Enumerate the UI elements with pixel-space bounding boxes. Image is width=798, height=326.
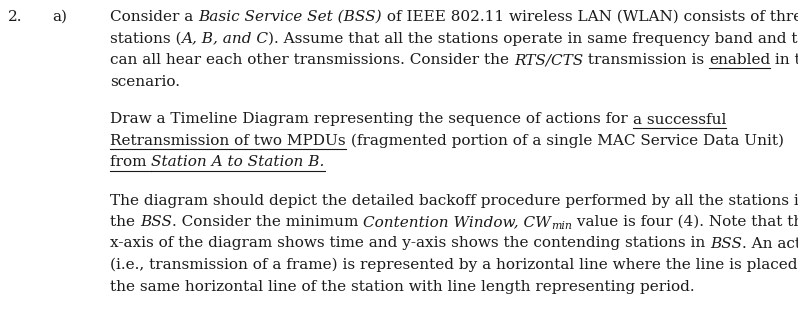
Text: value is four (4). Note that the: value is four (4). Note that the [572,215,798,229]
Text: min: min [551,221,572,231]
Text: (i.e., transmission of a frame) is represented by a horizontal line where the li: (i.e., transmission of a frame) is repre… [110,258,798,273]
Text: Basic Service Set (BSS): Basic Service Set (BSS) [198,10,381,24]
Text: 2.: 2. [8,10,22,24]
Text: a successful: a successful [633,112,726,126]
Text: Contention Window, CW: Contention Window, CW [363,215,551,229]
Text: . Consider the minimum: . Consider the minimum [172,215,363,229]
Text: (fragmented portion of a single MAC Service Data Unit): (fragmented portion of a single MAC Serv… [346,134,784,148]
Text: BSS: BSS [710,236,742,250]
Text: Retransmission of two MPDUs: Retransmission of two MPDUs [110,134,346,148]
Text: x-axis of the diagram shows time and y-axis shows the contending stations in: x-axis of the diagram shows time and y-a… [110,236,710,250]
Text: Station A to Station B.: Station A to Station B. [152,156,325,170]
Text: stations (: stations ( [110,32,181,46]
Text: can all hear each other transmissions. Consider the: can all hear each other transmissions. C… [110,53,514,67]
Text: RTS/CTS: RTS/CTS [514,53,583,67]
Text: of IEEE 802.11 wireless LAN (WLAN) consists of three: of IEEE 802.11 wireless LAN (WLAN) consi… [381,10,798,24]
Text: the same horizontal line of the station with line length representing period.: the same horizontal line of the station … [110,279,694,293]
Text: in this: in this [770,53,798,67]
Text: A, B, and C: A, B, and C [181,32,268,46]
Text: ). Assume that all the stations operate in same frequency band and they: ). Assume that all the stations operate … [268,32,798,46]
Text: a): a) [52,10,67,24]
Text: the: the [110,215,140,229]
Text: transmission is: transmission is [583,53,709,67]
Text: Consider a: Consider a [110,10,198,24]
Text: scenario.: scenario. [110,75,180,88]
Text: The diagram should depict the detailed backoff procedure performed by all the st: The diagram should depict the detailed b… [110,194,798,208]
Text: BSS: BSS [140,215,172,229]
Text: from: from [110,156,152,170]
Text: . An action: . An action [742,236,798,250]
Text: enabled: enabled [709,53,770,67]
Text: Draw a Timeline Diagram representing the sequence of actions for: Draw a Timeline Diagram representing the… [110,112,633,126]
